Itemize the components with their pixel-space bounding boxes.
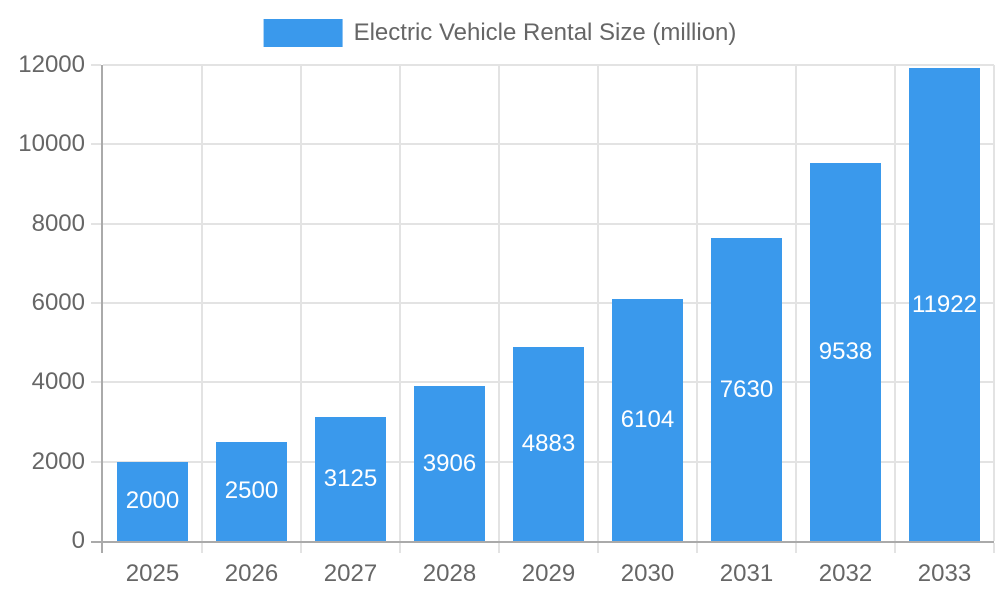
gridline-horizontal (103, 143, 994, 146)
bar-2032[interactable] (809, 162, 882, 541)
x-axis-line (91, 541, 994, 543)
x-axis-tick (597, 543, 599, 553)
x-axis-tick-label: 2030 (620, 560, 675, 587)
gridline-vertical (597, 65, 599, 541)
bar-2033[interactable] (908, 68, 981, 541)
x-axis-tick-label: 2025 (125, 560, 180, 587)
x-axis-tick (498, 543, 500, 553)
x-axis-tick-label: 2029 (521, 560, 576, 587)
bar-value-label: 3125 (323, 465, 378, 493)
gridline-vertical (399, 65, 401, 541)
x-axis-tick (201, 543, 203, 553)
y-axis-tick-label: 2000 (31, 447, 85, 475)
gridline-horizontal (103, 302, 994, 304)
y-axis-tick (91, 302, 101, 304)
x-axis-tick-label: 2032 (818, 560, 873, 587)
y-axis-tick (91, 381, 101, 384)
x-axis-tick (795, 543, 797, 553)
x-axis-tick (399, 543, 401, 553)
gridline-horizontal (103, 222, 994, 225)
plot-area: 0 2000 4000 6000 8000 10000 12000 2000 2025 2500 2… (18, 51, 995, 587)
y-axis-tick (91, 64, 101, 66)
x-axis-tick (894, 543, 896, 553)
y-axis-tick (91, 222, 101, 225)
bar-value-label: 7630 (719, 375, 774, 403)
legend-swatch (263, 19, 343, 47)
y-axis-tick-label: 12000 (18, 51, 85, 78)
bar-value-label: 3906 (422, 449, 477, 477)
gridline-vertical (993, 65, 995, 541)
bar-2031[interactable] (710, 238, 783, 541)
y-axis-tick (91, 460, 101, 463)
bar-2028[interactable] (413, 386, 486, 541)
x-axis-tick (993, 543, 995, 553)
gridline-vertical (498, 65, 500, 541)
x-axis-tick-label: 2027 (323, 560, 378, 587)
x-axis-tick (696, 543, 698, 553)
legend-item[interactable]: Electric Vehicle Rental Size (million) (263, 19, 737, 47)
x-axis-tick-label: 2028 (422, 560, 477, 587)
bar-2030[interactable] (611, 298, 684, 541)
gridline-vertical (696, 65, 698, 541)
bar-2029[interactable] (512, 347, 585, 541)
bar-value-label: 2500 (224, 477, 279, 505)
bar-value-label: 6104 (620, 405, 675, 433)
gridline-horizontal (103, 64, 994, 66)
bar-value-label: 2000 (125, 487, 180, 515)
gridline-vertical (300, 65, 302, 541)
gridline-vertical (894, 65, 896, 541)
bar-2027[interactable] (314, 417, 387, 541)
gridline-vertical (795, 65, 797, 541)
legend-label: Electric Vehicle Rental Size (million) (353, 19, 737, 46)
y-axis-tick-label: 10000 (18, 130, 85, 158)
x-axis-tick (300, 543, 302, 553)
bar-value-label: 4883 (521, 430, 576, 458)
bar-value-label: 9538 (818, 337, 873, 365)
x-axis-tick-label: 2031 (719, 560, 774, 587)
y-axis-line (101, 65, 103, 553)
bar-value-label: 11922 (912, 290, 977, 318)
x-axis-tick-label: 2033 (917, 560, 972, 587)
gridline-vertical (201, 65, 203, 541)
y-axis-tick-label: 8000 (31, 209, 85, 237)
x-axis-tick-label: 2026 (224, 560, 279, 587)
y-axis-tick (91, 143, 101, 146)
y-axis-tick-label: 4000 (31, 368, 85, 396)
bar-2026[interactable] (215, 441, 288, 541)
bar-2025[interactable] (116, 461, 189, 541)
y-axis-tick-label: 0 (71, 527, 85, 554)
y-axis-tick-label: 6000 (31, 289, 85, 316)
